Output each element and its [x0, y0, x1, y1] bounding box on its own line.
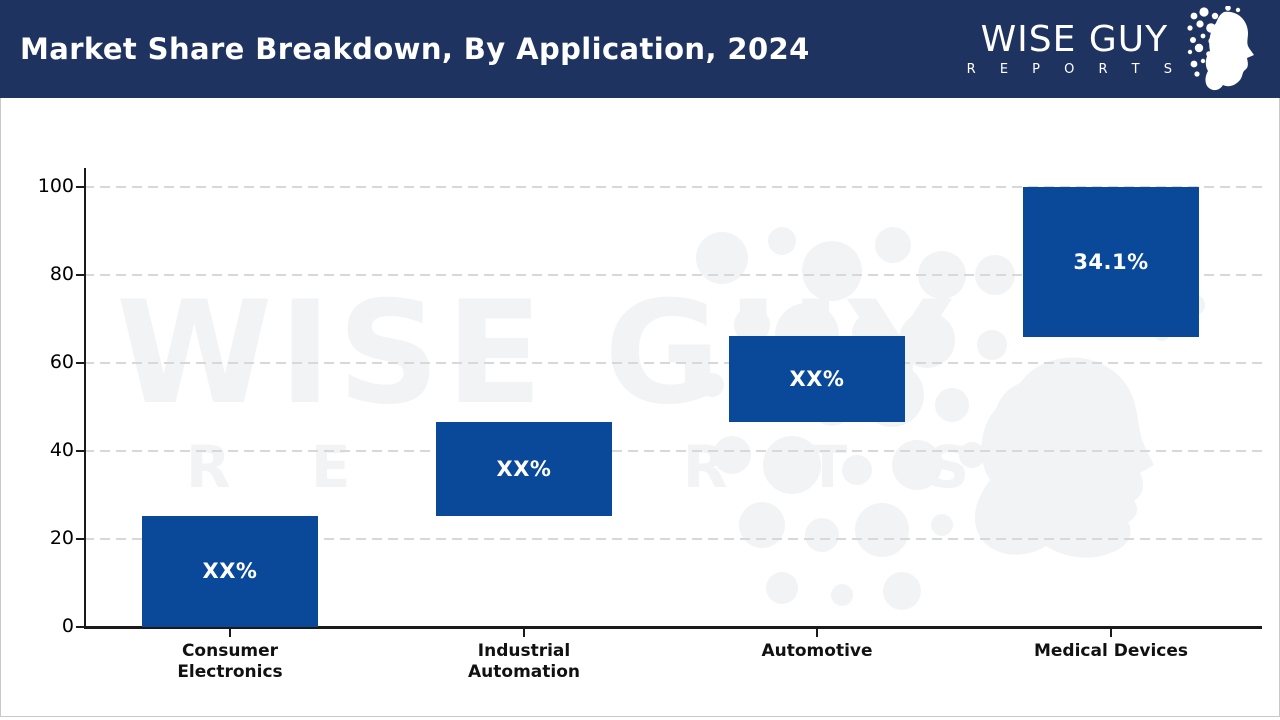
gridline-y-60: [84, 361, 1262, 364]
logo-wordmark: WISE GUY R E P O R T S: [966, 18, 1182, 77]
wise-guy-reports-logo: WISE GUY R E P O R T S: [967, 6, 1258, 92]
x-tick-mark-3: [1110, 629, 1112, 637]
y-tick-label-0: 0: [61, 615, 74, 637]
y-tick-label-20: 20: [49, 526, 74, 549]
y-tick-label-80: 80: [49, 262, 74, 285]
chart-canvas: WISE GUY R E P O R T S: [0, 98, 1280, 720]
x-category-label-0: Consumer Electronics: [177, 641, 283, 683]
y-tick-label-60: 60: [49, 350, 74, 373]
y-axis-spine: [84, 168, 86, 629]
x-category-label-1: Industrial Automation: [468, 641, 580, 683]
bar-value-label: XX%: [496, 456, 552, 481]
y-tick-mark-40: [76, 449, 84, 452]
dotted-head-profile-icon: [1187, 6, 1254, 91]
y-tick-mark-0: [76, 626, 84, 628]
bar-consumer-electronics: XX%: [142, 515, 318, 627]
x-category-label-3: Medical Devices: [1033, 641, 1188, 661]
bar-medical-devices: 34.1%: [1023, 186, 1199, 337]
page-border-bottom: [0, 716, 1280, 717]
bar-automotive: XX%: [729, 336, 905, 423]
x-axis-line: [84, 626, 1262, 629]
gridline-y-80: [84, 273, 1262, 276]
y-tick-label-100: 100: [37, 174, 74, 197]
bar-value-label: XX%: [789, 367, 845, 392]
gridline-y-40: [84, 449, 1262, 452]
bar-industrial-automation: XX%: [436, 422, 612, 516]
x-tick-mark-0: [229, 629, 231, 637]
bar-value-label: XX%: [202, 559, 258, 584]
page-title: Market Share Breakdown, By Application, …: [20, 32, 810, 66]
x-tick-mark-1: [523, 629, 525, 637]
x-tick-mark-2: [816, 629, 818, 637]
y-tick-mark-80: [76, 273, 84, 276]
y-tick-mark-60: [76, 361, 84, 364]
gridline-y-100: [84, 185, 1262, 188]
page-border-left: [0, 98, 1, 717]
bar-value-label: 34.1%: [1073, 249, 1149, 274]
y-tick-label-40: 40: [49, 438, 74, 461]
header-banner: Market Share Breakdown, By Application, …: [0, 0, 1280, 98]
gridline-y-20: [84, 537, 1262, 540]
y-tick-mark-20: [76, 537, 84, 540]
logo-wordmark-main: WISE GUY: [980, 18, 1169, 60]
logo-wordmark-sub: R E P O R T S: [966, 61, 1182, 77]
x-category-label-2: Automotive: [761, 641, 873, 661]
y-tick-mark-100: [76, 185, 84, 188]
